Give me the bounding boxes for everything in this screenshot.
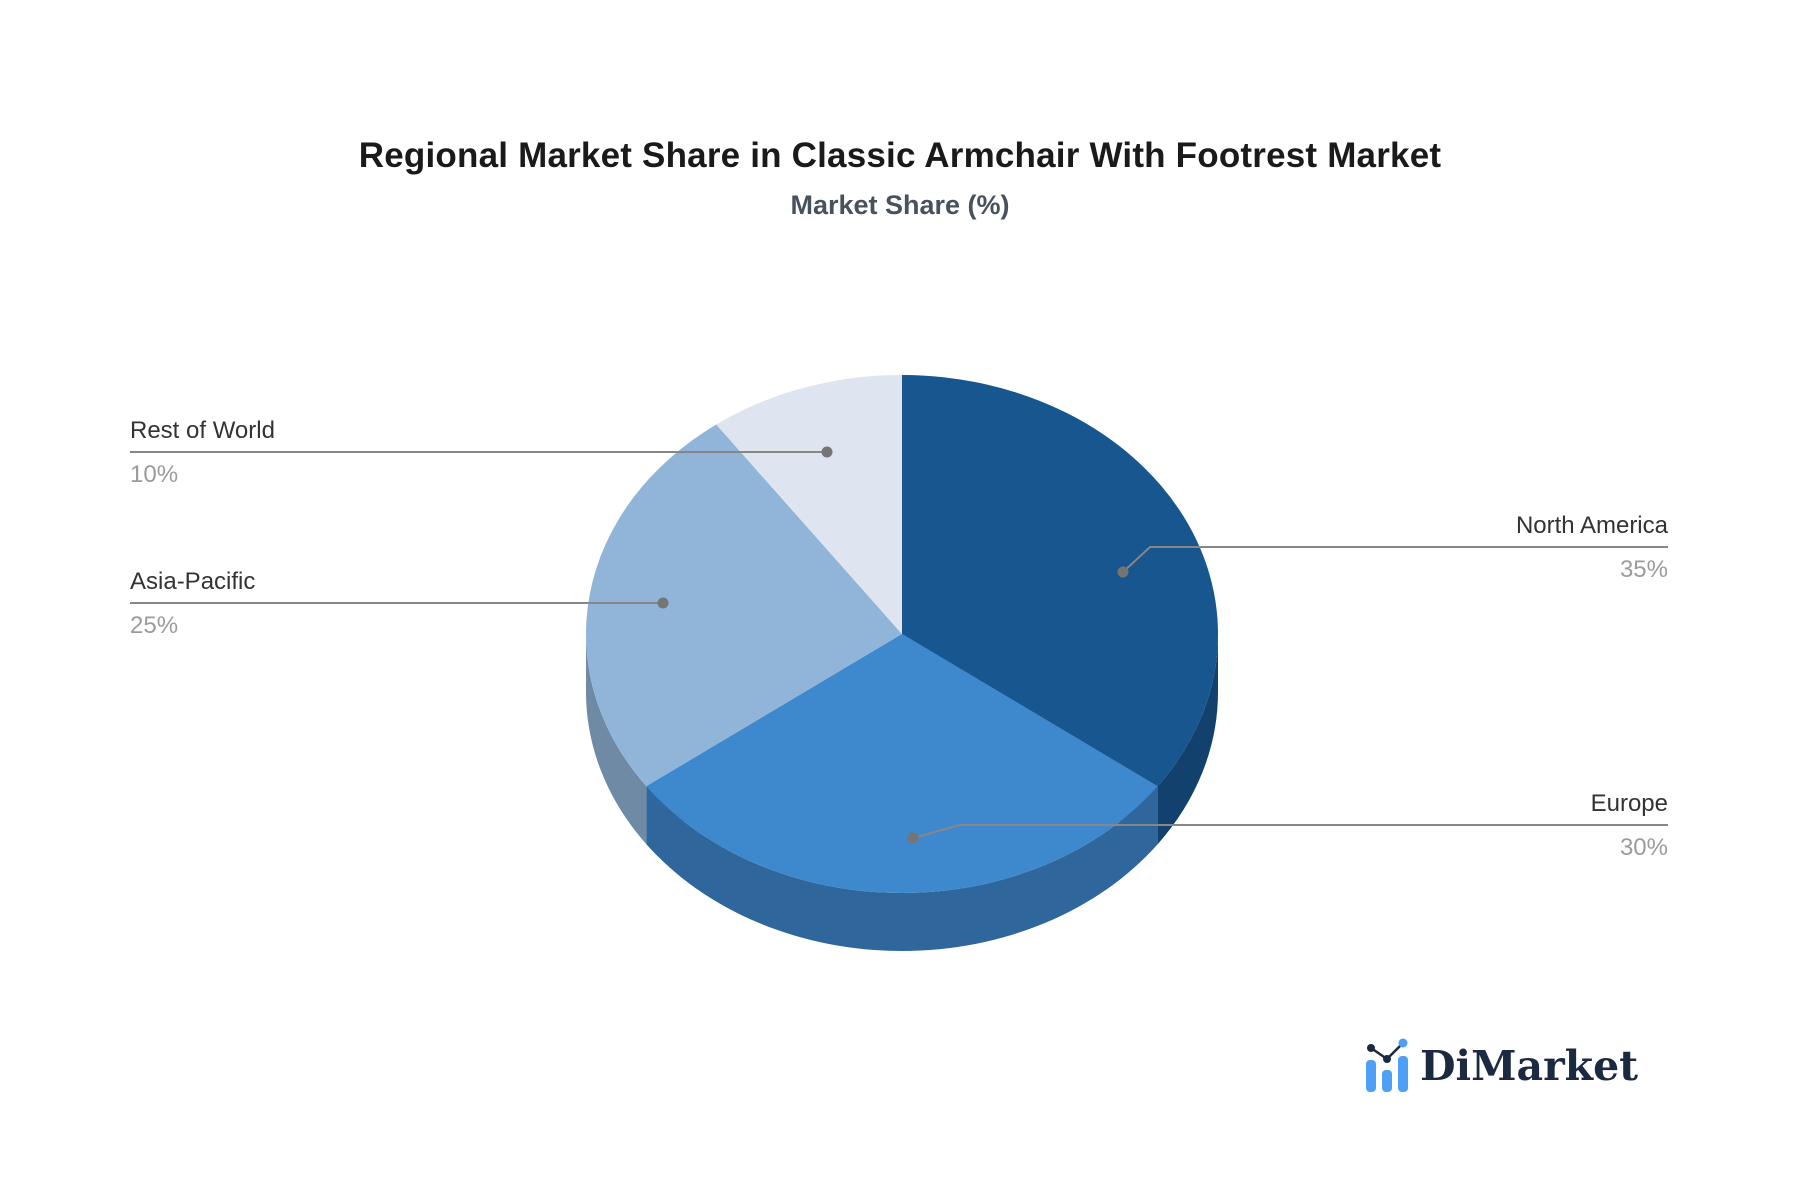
callout-europe: Europe 30% — [1591, 789, 1668, 863]
percent-asia-pacific: 25% — [130, 612, 179, 639]
callout-asia-pacific: Asia-Pacific 25% — [130, 567, 255, 641]
label-north-america: North America — [1515, 512, 1668, 539]
leader-dot-north-america — [1117, 566, 1129, 578]
percent-north-america: 35% — [1619, 556, 1668, 583]
leader-dot-europe — [907, 832, 919, 844]
label-asia-pacific: Asia-Pacific — [130, 568, 256, 595]
pie-slice-europe[interactable] — [646, 634, 1158, 894]
pie-rim-europe — [646, 786, 1158, 952]
pie-slice-north-america[interactable] — [902, 375, 1219, 787]
callout-rest-of-world: Rest of World 10% — [130, 416, 275, 490]
percent-rest-of-world: 10% — [130, 461, 179, 488]
bar-chart-logo-icon — [1366, 1038, 1408, 1092]
logo-text: DiMarket — [1420, 1042, 1639, 1090]
pie-rim-asia-pacific — [586, 634, 647, 845]
chart-subtitle: Market Share (%) — [790, 190, 1010, 220]
label-rest-of-world: Rest of World — [130, 417, 275, 444]
pie-slice-rest-of-world[interactable] — [716, 375, 902, 634]
leader-line-europe — [912, 824, 1668, 839]
leader-line-north-america — [1122, 546, 1668, 573]
dimarket-logo: DiMarket — [1362, 1038, 1638, 1094]
chart-title: Regional Market Share in Classic Armchai… — [358, 136, 1442, 175]
label-europe: Europe — [1590, 790, 1668, 817]
pie-slice-asia-pacific[interactable] — [585, 424, 902, 787]
leader-dot-rest-of-world — [821, 446, 833, 458]
callout-north-america: North America 35% — [1516, 511, 1668, 585]
leader-dot-asia-pacific — [657, 597, 669, 609]
pie-rim-north-america — [1157, 634, 1218, 845]
percent-europe: 30% — [1619, 834, 1668, 861]
